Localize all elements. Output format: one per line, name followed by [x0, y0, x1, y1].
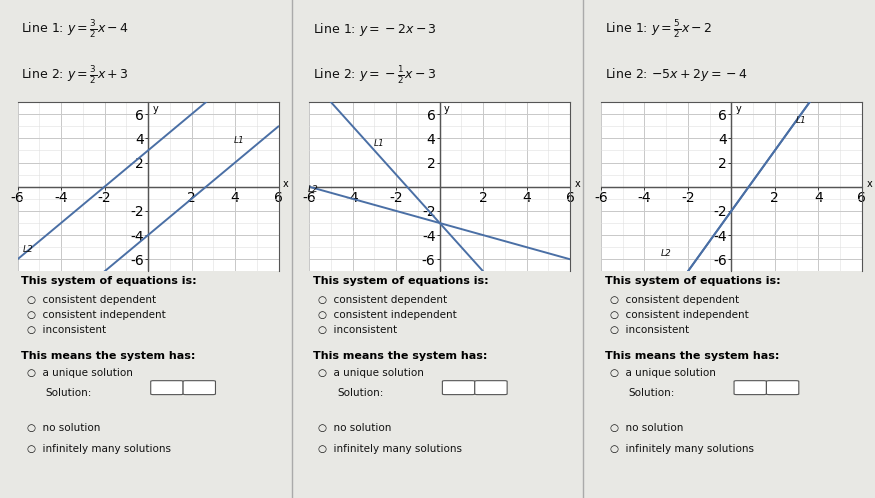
FancyBboxPatch shape [183, 380, 215, 394]
Text: Line 2: $y=-\frac{1}{2}x-3$: Line 2: $y=-\frac{1}{2}x-3$ [313, 64, 436, 86]
FancyBboxPatch shape [443, 380, 475, 394]
Text: Line 2: $-5x+2y=-4$: Line 2: $-5x+2y=-4$ [605, 66, 747, 84]
Text: ○  inconsistent: ○ inconsistent [610, 325, 690, 335]
Text: ○  consistent independent: ○ consistent independent [610, 310, 749, 320]
FancyBboxPatch shape [766, 380, 799, 394]
Text: ○  infinitely many solutions: ○ infinitely many solutions [26, 445, 171, 455]
Text: ○  no solution: ○ no solution [26, 422, 100, 432]
Text: ○  a unique solution: ○ a unique solution [318, 368, 424, 378]
Text: Line 1: $y=\frac{5}{2}x-2$: Line 1: $y=\frac{5}{2}x-2$ [605, 18, 712, 40]
Text: ○  inconsistent: ○ inconsistent [26, 325, 106, 335]
Text: ○  consistent dependent: ○ consistent dependent [26, 295, 156, 305]
Text: This system of equations is:: This system of equations is: [313, 276, 488, 286]
Text: Line 1: $y=\frac{3}{2}x-4$: Line 1: $y=\frac{3}{2}x-4$ [21, 18, 130, 40]
Text: This means the system has:: This means the system has: [605, 351, 779, 361]
FancyBboxPatch shape [150, 380, 183, 394]
Text: x: x [866, 179, 872, 189]
Text: ○  consistent dependent: ○ consistent dependent [610, 295, 739, 305]
Text: ○  infinitely many solutions: ○ infinitely many solutions [610, 445, 754, 455]
Text: ○  consistent independent: ○ consistent independent [26, 310, 165, 320]
Text: ○  inconsistent: ○ inconsistent [318, 325, 397, 335]
Text: This system of equations is:: This system of equations is: [21, 276, 197, 286]
Text: Line 1: $y=-2x-3$: Line 1: $y=-2x-3$ [313, 20, 437, 37]
Text: L1: L1 [374, 139, 384, 148]
Text: ○  a unique solution: ○ a unique solution [26, 368, 132, 378]
Text: L1: L1 [234, 136, 245, 145]
Text: ○  a unique solution: ○ a unique solution [610, 368, 716, 378]
Text: L2: L2 [23, 245, 34, 254]
Text: L2: L2 [661, 249, 671, 258]
Text: ○  consistent dependent: ○ consistent dependent [318, 295, 447, 305]
Text: Solution:: Solution: [629, 387, 676, 397]
Text: Solution:: Solution: [337, 387, 383, 397]
FancyBboxPatch shape [475, 380, 508, 394]
Text: Line 2: $y=\frac{3}{2}x+3$: Line 2: $y=\frac{3}{2}x+3$ [21, 64, 129, 86]
Text: y: y [152, 104, 158, 114]
Text: L1: L1 [795, 116, 807, 124]
Text: x: x [575, 179, 580, 189]
Text: ○  no solution: ○ no solution [610, 422, 683, 432]
Text: This means the system has:: This means the system has: [313, 351, 487, 361]
Text: L2: L2 [308, 185, 318, 194]
Text: y: y [736, 104, 741, 114]
Text: Solution:: Solution: [46, 387, 92, 397]
Text: x: x [283, 179, 289, 189]
Text: This system of equations is:: This system of equations is: [605, 276, 780, 286]
Text: y: y [444, 104, 450, 114]
Text: ○  consistent independent: ○ consistent independent [318, 310, 457, 320]
Text: This means the system has:: This means the system has: [21, 351, 196, 361]
Text: ○  no solution: ○ no solution [318, 422, 392, 432]
FancyBboxPatch shape [734, 380, 766, 394]
Text: ○  infinitely many solutions: ○ infinitely many solutions [318, 445, 462, 455]
